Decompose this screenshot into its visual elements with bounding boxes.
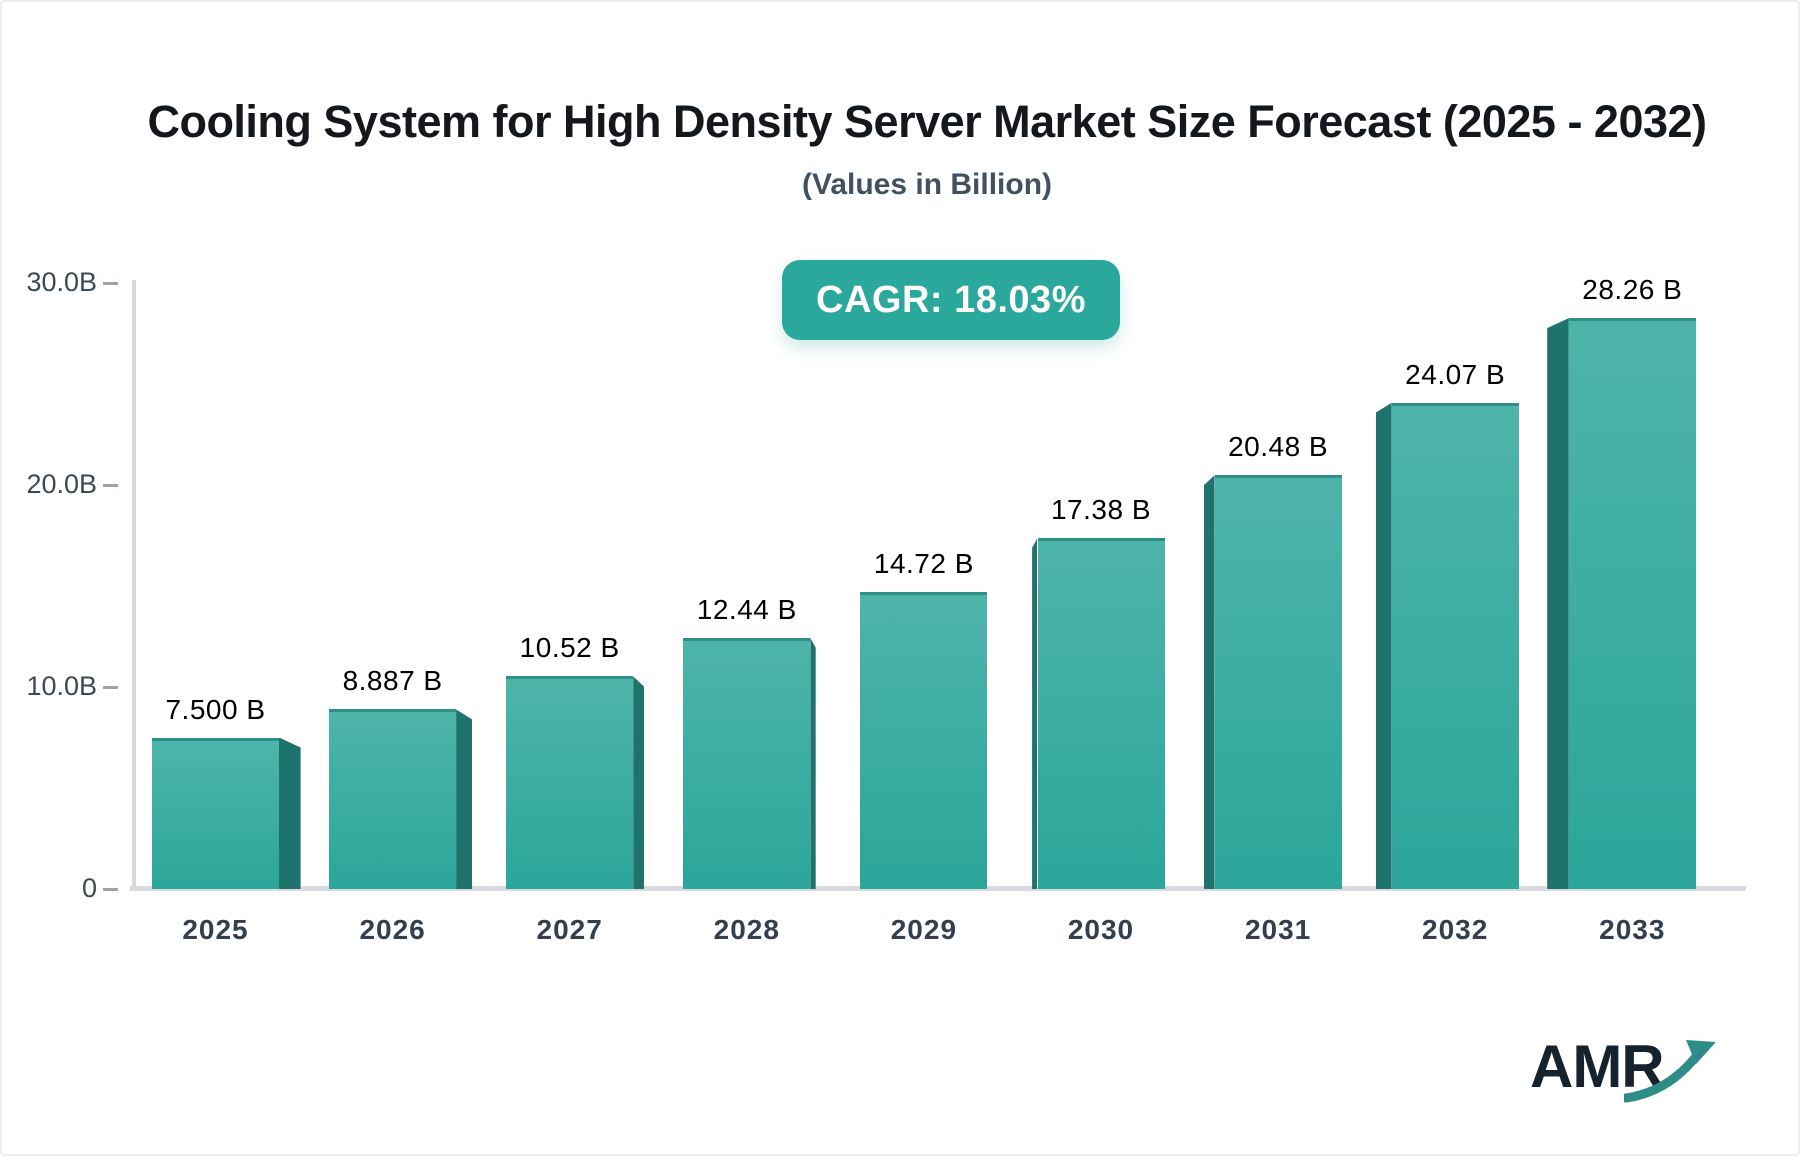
bar-value-label: 8.887 B [342,665,443,697]
cagr-badge: CAGR: 18.03% [782,260,1120,340]
x-axis-label-2030: 2030 [1067,914,1135,945]
bar-3d-side [279,737,301,889]
bar-2030 [1037,537,1165,889]
bar-2025 [152,737,279,889]
bar-2029 [860,591,988,889]
y-axis-tick-label: 0 [81,873,97,903]
x-axis-label-2025: 2025 [182,914,249,945]
x-axis-label-2028: 2028 [713,914,780,945]
y-axis-line [132,280,136,891]
bar-value-label: 14.72 B [873,547,974,579]
bar-3d-side [1547,318,1569,889]
bar-3d-side [1203,475,1215,889]
bar-3d-side [1032,537,1038,889]
y-axis-tick-label: 30.0B [26,267,97,297]
bar-value-label: 24.07 B [1405,358,1506,390]
bar-2032 [1391,402,1519,889]
y-axis-tick [103,686,118,689]
x-axis-label-2032: 2032 [1422,914,1489,945]
bar-3d-side [1375,402,1392,889]
bar-value-label: 10.52 B [519,632,620,664]
x-axis-label-2029: 2029 [890,914,958,945]
bar-3d-side [456,709,473,889]
x-axis-label-2033: 2033 [1599,914,1666,945]
amr-logo: AMR [1530,1032,1730,1122]
bar-value-label: 28.26 B [1582,274,1683,306]
y-axis-tick [103,888,118,891]
bar-2026 [329,709,457,889]
chart-subtitle: (Values in Billion) [801,168,1053,201]
bar-value-label: 17.38 B [1050,493,1152,525]
bar-2028 [683,637,811,889]
bar-value-label: 12.44 B [696,593,797,625]
x-axis-label-2027: 2027 [536,914,603,945]
bar-2027 [506,676,634,889]
bar-2033 [1568,318,1696,889]
chart-title: Cooling System for High Density Server M… [147,96,1707,147]
bar-3d-side [810,637,816,889]
bar-2031 [1214,475,1342,889]
x-axis-label-2031: 2031 [1244,914,1312,945]
y-axis-tick-label: 10.0B [26,671,97,701]
y-axis-tick [103,484,118,487]
x-axis-label-2026: 2026 [359,914,426,945]
amr-logo-text: AMR [1530,1033,1665,1100]
y-axis-tick-label: 20.0B [26,469,97,499]
bar-value-label: 7.500 B [165,693,266,725]
bar-3d-side [633,676,644,889]
bar-value-label: 20.48 B [1228,431,1329,463]
y-axis-tick [103,282,118,285]
growth-arrow-icon [1624,1040,1716,1103]
